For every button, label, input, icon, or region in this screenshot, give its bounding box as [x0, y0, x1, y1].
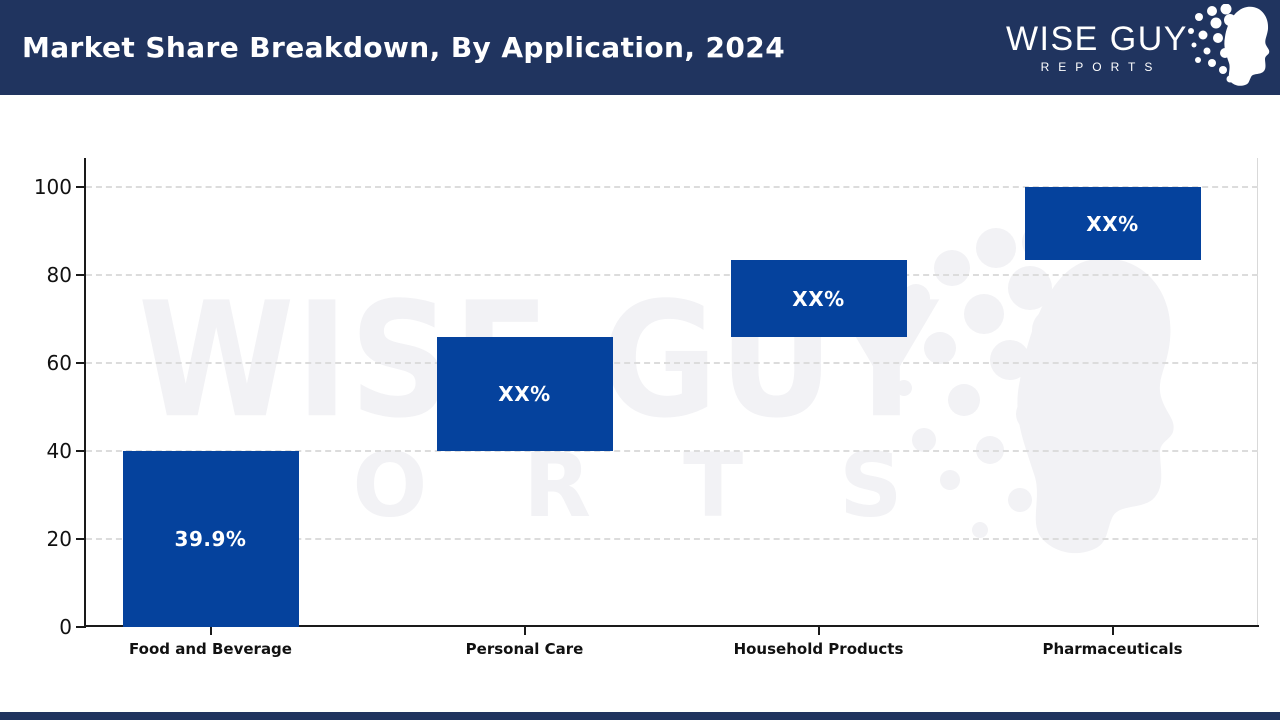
bar-value-label: XX% — [498, 382, 551, 407]
gridline-100 — [86, 186, 1258, 188]
header-bar: Market Share Breakdown, By Application, … — [0, 0, 1280, 95]
x-tick-mark — [523, 627, 526, 635]
x-category-label: Pharmaceuticals — [1042, 640, 1183, 658]
y-tick-mark — [76, 186, 84, 188]
y-tick-mark — [76, 538, 84, 540]
y-tick-label: 100 — [33, 175, 72, 199]
gridline-20 — [86, 538, 1258, 540]
bar-food-and-beverage: 39.9% — [122, 451, 299, 627]
gridline-80 — [86, 274, 1258, 276]
y-axis-spine — [84, 158, 86, 628]
page-title: Market Share Breakdown, By Application, … — [22, 31, 786, 64]
x-tick-mark — [817, 627, 820, 635]
gridline-40 — [86, 450, 1258, 452]
x-tick-mark — [1111, 627, 1114, 635]
bar-value-label: XX% — [1086, 211, 1139, 236]
x-category-label: Personal Care — [465, 640, 584, 658]
x-axis-spine — [84, 625, 1259, 627]
brand-wordmark-line1: WISE GUY — [1005, 20, 1188, 58]
brand-wordmark-line2: REPORTS — [1040, 60, 1162, 74]
x-tick-mark — [209, 627, 212, 635]
plot-area: WISE GUY PORTS 0 20 40 60 — [0, 95, 1280, 712]
bar-household-products: XX% — [730, 260, 907, 338]
y-tick-mark — [76, 274, 84, 276]
brand-head-icon — [1184, 3, 1270, 92]
y-tick-mark — [76, 450, 84, 452]
bar-value-label: 39.9% — [174, 527, 247, 552]
watermark-reports-row: PORTS — [192, 434, 999, 537]
brand-logo: WISE GUY REPORTS — [1006, 3, 1270, 92]
x-category-label: Food and Beverage — [129, 640, 292, 658]
x-category-label: Household Products — [733, 640, 904, 658]
y-tick-label: 40 — [46, 439, 72, 463]
footer-bar — [0, 712, 1280, 720]
y-tick-mark — [76, 362, 84, 364]
gridline-60 — [86, 362, 1258, 364]
right-spine — [1257, 158, 1258, 626]
brand-wordmark: WISE GUY REPORTS — [1006, 22, 1188, 74]
y-tick-label: 20 — [46, 527, 72, 551]
y-tick-label: 60 — [46, 351, 72, 375]
y-tick-mark — [76, 626, 84, 628]
y-tick-label: 80 — [46, 263, 72, 287]
bar-value-label: XX% — [792, 286, 845, 311]
bar-personal-care: XX% — [436, 337, 613, 452]
y-tick-label: 0 — [59, 615, 72, 639]
bar-pharmaceuticals: XX% — [1024, 187, 1201, 261]
